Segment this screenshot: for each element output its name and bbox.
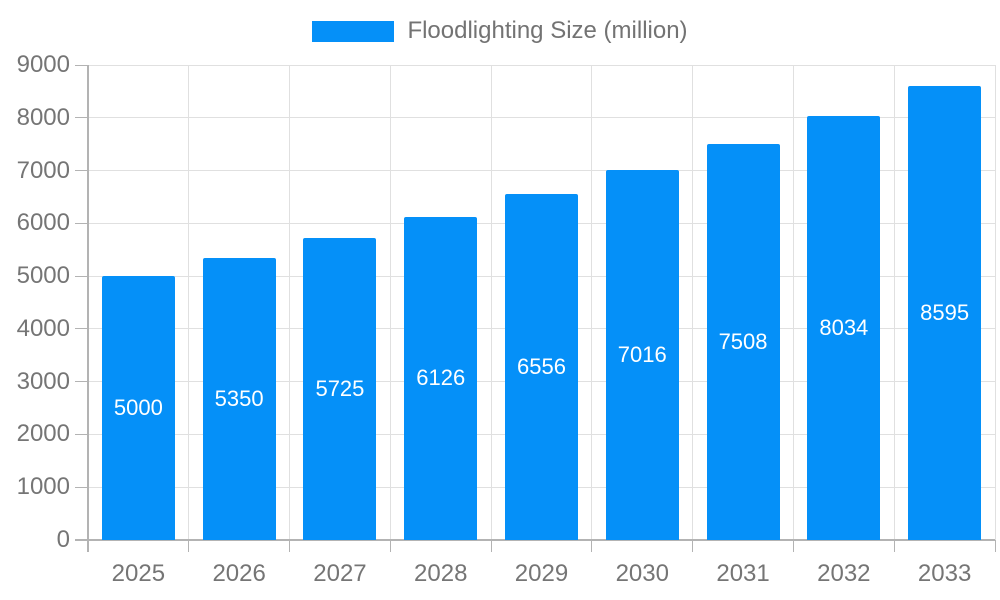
x-tick-mark: [389, 540, 391, 552]
bar-value-label: 7016: [617, 341, 667, 367]
y-tick-mark: [75, 64, 88, 66]
v-gridline: [389, 65, 391, 540]
x-tick-mark: [490, 540, 492, 552]
bar-value-label: 7508: [718, 328, 768, 354]
bar-2026[interactable]: [202, 257, 276, 540]
x-tick-mark: [591, 540, 593, 552]
y-tick-label: 1000: [16, 473, 70, 501]
y-tick-mark: [75, 328, 88, 330]
v-gridline: [792, 65, 794, 540]
y-axis-line: [87, 65, 89, 552]
y-tick-label: 9000: [16, 51, 70, 78]
x-tick-mark: [893, 540, 895, 552]
x-tick-mark: [994, 540, 996, 552]
y-tick-label: 4000: [16, 314, 70, 342]
bar-2031[interactable]: [706, 143, 780, 540]
x-tick-mark: [188, 540, 190, 552]
y-tick-label: 5000: [16, 262, 70, 290]
v-gridline: [994, 65, 996, 540]
x-tick-label: 2027: [313, 560, 367, 587]
x-tick-label: 2031: [716, 560, 770, 587]
x-tick-mark: [792, 540, 794, 552]
bar-2033[interactable]: [908, 86, 982, 540]
legend-swatch: [312, 20, 395, 42]
x-tick-label: 2026: [212, 560, 266, 587]
bar-value-label: 5725: [315, 375, 365, 401]
bar-value-label: 5350: [214, 385, 264, 411]
v-gridline: [692, 65, 694, 540]
y-tick-label: 2000: [16, 420, 70, 448]
x-tick-mark: [692, 540, 694, 552]
y-tick-mark: [75, 275, 88, 277]
x-axis-line: [75, 539, 995, 541]
x-tick-label: 2030: [615, 560, 669, 587]
legend-label: Floodlighting Size (million): [407, 17, 688, 44]
y-tick-mark: [75, 433, 88, 435]
y-tick-label: 7000: [16, 156, 70, 184]
v-gridline: [591, 65, 593, 540]
v-gridline: [893, 65, 895, 540]
y-tick-mark: [75, 117, 88, 119]
x-tick-label: 2028: [414, 560, 468, 587]
h-gridline: [88, 117, 995, 119]
bar-value-label: 8595: [920, 300, 970, 326]
y-tick-mark: [75, 486, 88, 488]
y-tick-label: 6000: [16, 209, 70, 237]
h-gridline: [88, 170, 995, 172]
x-tick-label: 2032: [817, 560, 871, 587]
bar-2032[interactable]: [807, 115, 881, 540]
legend[interactable]: Floodlighting Size (million): [0, 10, 1000, 52]
bar-2025[interactable]: [101, 276, 175, 540]
v-gridline: [490, 65, 492, 540]
x-tick-label: 2029: [514, 560, 569, 587]
v-gridline: [289, 65, 291, 540]
bar-value-label: 5000: [113, 395, 163, 421]
y-tick-label: 0: [56, 526, 70, 553]
bar-value-label: 8034: [819, 314, 869, 340]
x-tick-mark: [289, 540, 291, 552]
bar-2029[interactable]: [505, 193, 578, 540]
x-tick-label: 2025: [111, 560, 166, 587]
y-tick-mark: [75, 170, 88, 172]
bar-2028[interactable]: [404, 216, 478, 540]
bar-value-label: 6556: [517, 353, 566, 379]
bar-2027[interactable]: [303, 237, 377, 540]
x-tick-label: 2033: [917, 560, 972, 587]
y-tick-mark: [75, 222, 88, 224]
v-gridline: [188, 65, 190, 540]
h-gridline: [88, 64, 995, 66]
bar-value-label: 6126: [416, 365, 466, 391]
bar-2030[interactable]: [605, 169, 679, 540]
y-tick-label: 8000: [16, 103, 70, 131]
y-tick-label: 3000: [16, 367, 70, 395]
y-tick-mark: [75, 381, 88, 383]
